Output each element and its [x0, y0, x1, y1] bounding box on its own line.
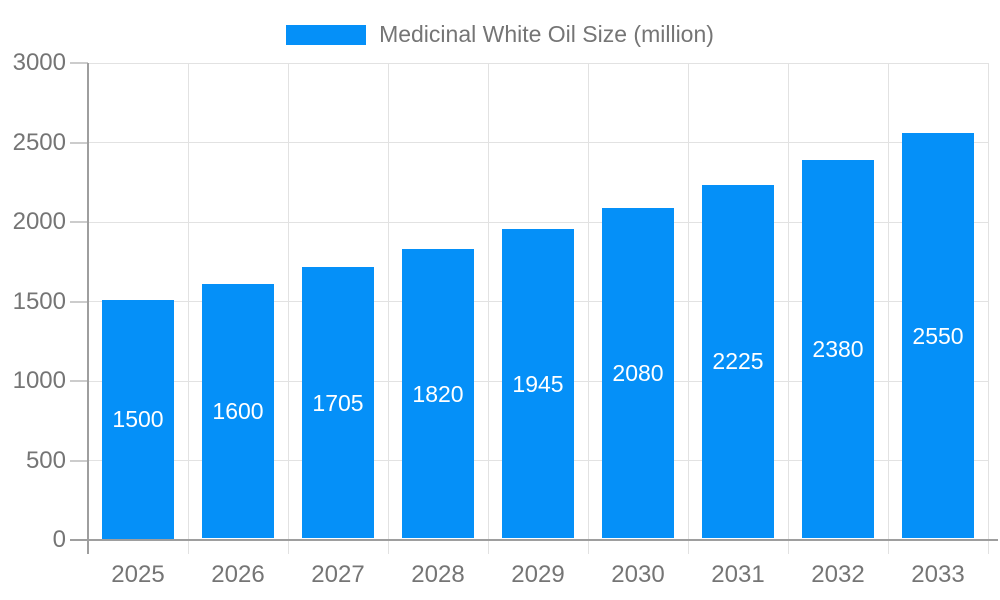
bar	[402, 249, 474, 539]
bar	[202, 284, 274, 539]
x-gridline	[987, 63, 989, 554]
y-axis-tick	[70, 221, 88, 223]
x-gridline	[387, 63, 389, 554]
bar-value-label: 2550	[912, 322, 964, 349]
bar	[602, 207, 674, 539]
x-gridline	[887, 63, 889, 554]
y-axis-tick	[70, 300, 88, 303]
y-axis-tick-label: 2000	[12, 208, 66, 235]
y-axis-tick-label: 1500	[12, 287, 66, 315]
bar	[102, 300, 174, 539]
bar-value-label: 2080	[612, 359, 664, 386]
x-gridline	[687, 63, 689, 554]
bar-value-label: 1600	[212, 398, 264, 425]
y-axis-tick	[70, 459, 88, 462]
x-axis-line	[70, 538, 998, 541]
bar-value-label: 1500	[112, 406, 164, 432]
chart-legend: Medicinal White Oil Size (million)	[0, 21, 1000, 48]
bar	[302, 267, 374, 539]
bar	[802, 160, 874, 539]
x-axis-tick-label: 2030	[611, 561, 665, 588]
bar-value-label: 1705	[312, 389, 364, 416]
legend-swatch-icon	[286, 24, 367, 45]
y-gridline	[88, 142, 988, 143]
bar-value-label: 2225	[712, 348, 764, 375]
y-axis-tick-label: 500	[25, 446, 66, 474]
y-axis-tick-label: 3000	[12, 49, 66, 76]
x-gridline	[487, 63, 489, 554]
y-axis-tick-label: 0	[52, 526, 66, 553]
x-axis-tick-label: 2028	[411, 561, 465, 588]
y-gridline	[88, 221, 988, 223]
x-gridline	[287, 63, 289, 554]
y-axis-tick-label: 2500	[12, 128, 66, 156]
bar-value-label: 2380	[812, 336, 864, 363]
x-gridline	[587, 63, 589, 554]
x-axis-tick-label: 2032	[811, 561, 865, 588]
x-axis-tick-label: 2031	[711, 561, 765, 588]
bar-value-label: 1820	[412, 380, 464, 407]
y-axis-tick	[70, 62, 88, 64]
x-axis-tick-label: 2027	[311, 561, 365, 588]
y-axis-tick	[70, 380, 88, 382]
y-axis-tick	[70, 141, 88, 144]
x-gridline	[187, 63, 189, 554]
bar	[902, 133, 974, 539]
y-gridline	[88, 62, 988, 64]
x-axis-tick-label: 2026	[211, 561, 265, 588]
legend-label: Medicinal White Oil Size (million)	[379, 21, 714, 47]
bar	[502, 229, 574, 539]
y-axis-tick-label: 1000	[12, 367, 66, 394]
x-axis-tick-label: 2029	[511, 561, 565, 588]
x-axis-tick-label: 2033	[911, 561, 965, 588]
x-gridline	[787, 63, 789, 554]
x-axis-tick-label: 2025	[111, 561, 165, 588]
y-axis-line	[87, 63, 89, 554]
bar-value-label: 1945	[512, 370, 564, 397]
bar	[702, 184, 774, 539]
